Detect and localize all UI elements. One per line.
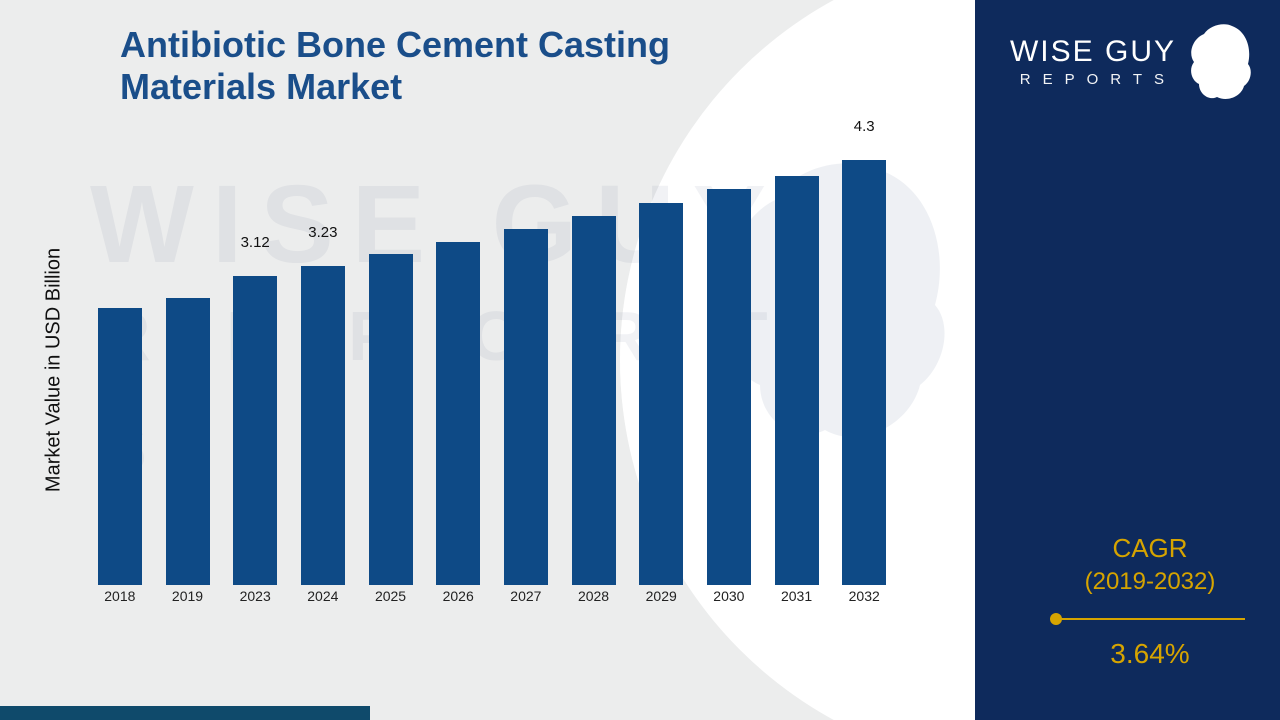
bar-value-label: 4.3 [854,118,875,139]
x-tick: 2032 [830,588,898,604]
chart-title: Antibiotic Bone Cement Casting Materials… [120,24,760,109]
chart-stage: WISE GUY R E P O R T S Antibiotic Bone C… [0,0,1280,720]
x-tick: 2023 [221,588,289,604]
bar-slot [357,254,425,585]
x-tick: 2030 [695,588,763,604]
bar-slot: 4.3 [830,160,898,585]
bar [233,276,277,585]
bar [775,176,819,585]
bar [98,308,142,585]
cagr-divider [1055,618,1245,620]
bars-container: 3.123.234.3 [82,140,902,585]
bar-slot: 3.23 [289,266,357,585]
cagr-block: CAGR (2019-2032) 3.64% [1020,533,1280,670]
x-tick: 2029 [627,588,695,604]
x-tick: 2024 [289,588,357,604]
bar [436,242,480,585]
bottom-accent-strip [0,706,370,720]
plot-area: 3.123.234.3 [82,140,902,585]
bar-slot [154,298,222,585]
x-tick: 2025 [357,588,425,604]
bar-slot: 3.12 [221,276,289,585]
bar [369,254,413,585]
brand-logo-text: WISE GUY REPORTS [1010,35,1176,88]
bar-slot [695,189,763,585]
bar-value-label: 3.12 [241,234,270,255]
bar-slot [627,203,695,585]
bar-value-label: 3.23 [308,224,337,245]
bar [166,298,210,585]
bar [707,189,751,585]
brand-logo: WISE GUY REPORTS [994,22,1254,100]
bar-slot [560,216,628,585]
bar [572,216,616,585]
bar [504,229,548,585]
bar-slot [492,229,560,585]
brand-name: WISE GUY [1010,35,1176,69]
x-tick: 2019 [154,588,222,604]
cagr-value: 3.64% [1020,638,1280,670]
x-tick: 2018 [86,588,154,604]
x-tick: 2031 [763,588,831,604]
x-tick: 2027 [492,588,560,604]
bar [639,203,683,585]
x-tick: 2026 [424,588,492,604]
bar-slot [424,242,492,585]
cagr-label: CAGR [1020,533,1280,564]
brand-subtitle: REPORTS [1010,71,1176,88]
bar-slot [763,176,831,585]
cagr-period: (2019-2032) [1020,568,1280,596]
bar-slot [86,308,154,585]
bar [842,160,886,585]
x-tick: 2028 [560,588,628,604]
y-axis-label: Market Value in USD Billion [43,248,66,492]
brand-head-icon [1184,22,1254,100]
bar [301,266,345,585]
x-axis: 2018201920232024202520262027202820292030… [82,588,902,604]
